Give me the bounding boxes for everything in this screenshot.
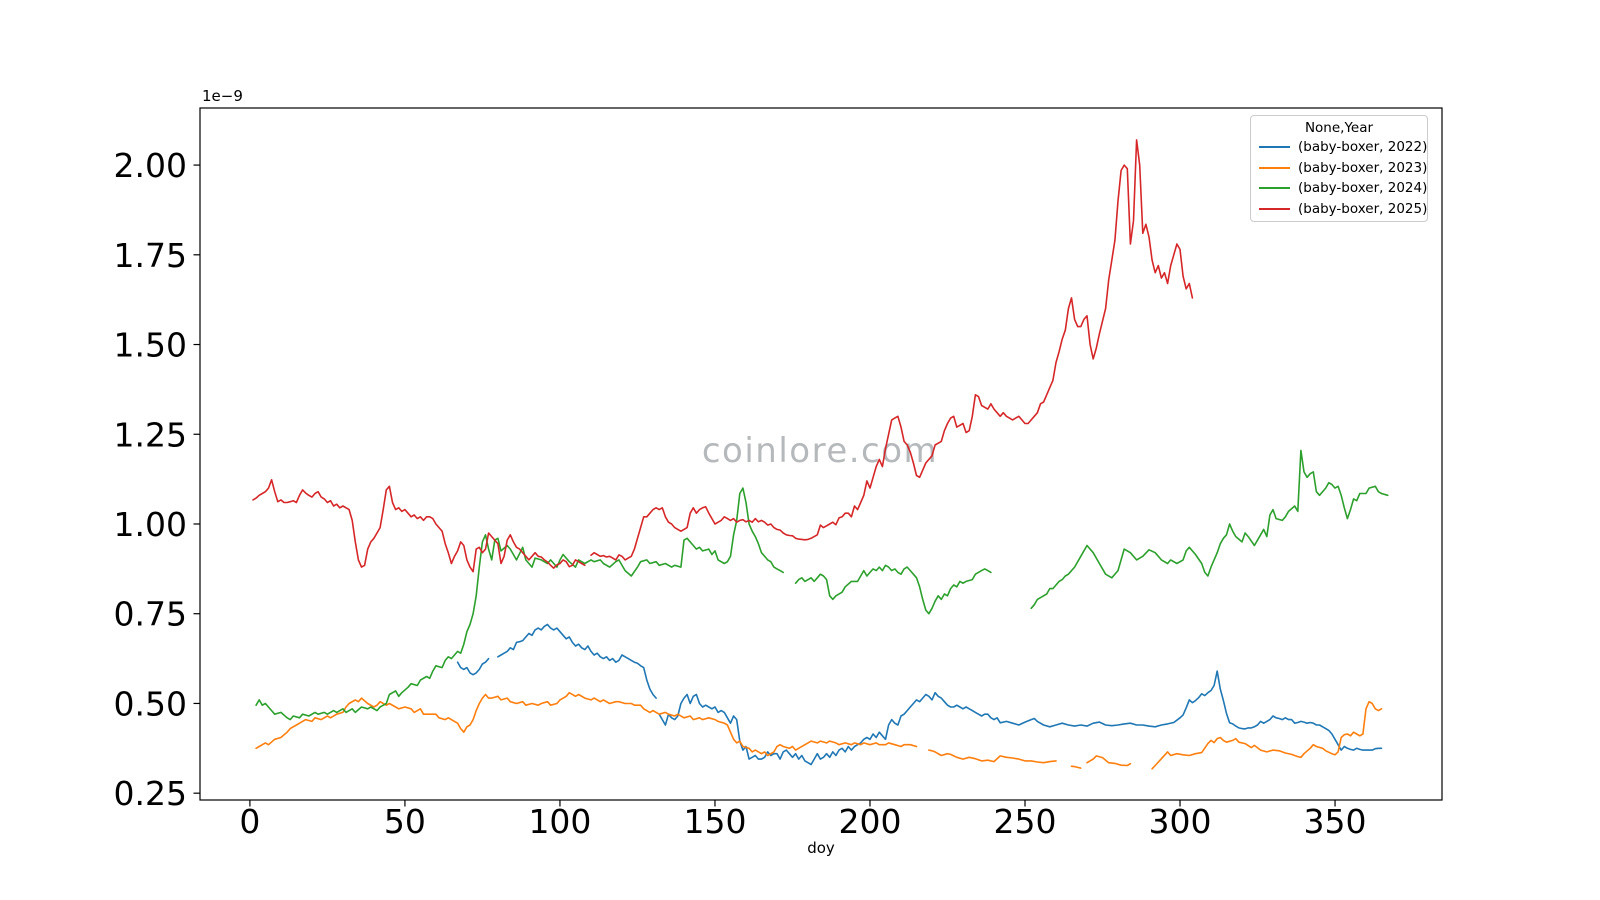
y-tick-label: 1.00 bbox=[114, 505, 187, 544]
x-tick-label: 250 bbox=[994, 802, 1057, 841]
y-tick-label: 0.50 bbox=[114, 684, 187, 723]
x-axis-label: doy bbox=[807, 839, 835, 857]
series-line-2024 bbox=[255, 487, 785, 721]
legend-entry: (baby-boxer, 2025) bbox=[1251, 199, 1427, 220]
legend-entry-label: (baby-boxer, 2023) bbox=[1298, 159, 1428, 176]
legend-line-swatch bbox=[1259, 166, 1290, 169]
x-tick-label: 50 bbox=[384, 802, 426, 841]
y-tick-label: 0.25 bbox=[114, 774, 187, 813]
y-tick-label: 2.00 bbox=[114, 146, 187, 185]
y-tick-label: 0.75 bbox=[114, 595, 187, 634]
axis-ticks: 0 50 100 150 200 250 300 350 0.25 0.50 0.75 1.00 1.2… bbox=[114, 146, 1367, 841]
legend-title: None,Year bbox=[1304, 120, 1374, 136]
legend-entry-label: (baby-boxer, 2022) bbox=[1298, 139, 1428, 156]
series-line-2023 bbox=[928, 749, 1057, 764]
x-tick-label: 300 bbox=[1149, 802, 1212, 841]
legend-entry: (baby-boxer, 2024) bbox=[1251, 178, 1427, 199]
series-line-2024 bbox=[1030, 449, 1389, 610]
series-lines bbox=[252, 139, 1389, 770]
legend-entry-label: (baby-boxer, 2025) bbox=[1298, 200, 1428, 217]
x-tick-label: 200 bbox=[838, 802, 901, 841]
legend-entries: (baby-boxer, 2022) (baby-boxer, 2023) (bab… bbox=[1251, 137, 1427, 219]
legend-line-swatch bbox=[1259, 187, 1290, 190]
series-line-2022 bbox=[497, 623, 657, 699]
y-tick-label: 1.50 bbox=[114, 326, 187, 365]
series-line-2025 bbox=[252, 478, 586, 573]
series-line-2023 bbox=[1086, 755, 1132, 767]
x-tick-label: 150 bbox=[683, 802, 746, 841]
legend: None,Year (baby-boxer, 2022) (baby-boxer,… bbox=[1250, 115, 1428, 222]
series-line-2023 bbox=[255, 691, 918, 757]
legend-line-swatch bbox=[1259, 146, 1290, 149]
x-tick-label: 350 bbox=[1304, 802, 1367, 841]
series-line-2022 bbox=[456, 657, 490, 676]
plot-border bbox=[199, 107, 1443, 801]
y-tick-label: 1.75 bbox=[114, 236, 187, 275]
y-tick-label: 1.25 bbox=[114, 415, 187, 454]
y-axis-offset-label: 1e−9 bbox=[202, 87, 243, 105]
series-line-2023 bbox=[1070, 765, 1082, 769]
legend-line-swatch bbox=[1259, 207, 1290, 210]
series-line-2023 bbox=[1151, 700, 1383, 770]
x-tick-label: 100 bbox=[528, 802, 591, 841]
legend-entry: (baby-boxer, 2022) bbox=[1251, 137, 1427, 158]
watermark: coinlore.com bbox=[702, 431, 938, 471]
legend-entry-label: (baby-boxer, 2024) bbox=[1298, 180, 1428, 197]
series-line-2022 bbox=[658, 670, 1383, 766]
series-line-2024 bbox=[794, 564, 992, 615]
series-line-2025 bbox=[590, 139, 1194, 561]
x-tick-label: 0 bbox=[239, 802, 260, 841]
legend-entry: (baby-boxer, 2023) bbox=[1251, 158, 1427, 179]
